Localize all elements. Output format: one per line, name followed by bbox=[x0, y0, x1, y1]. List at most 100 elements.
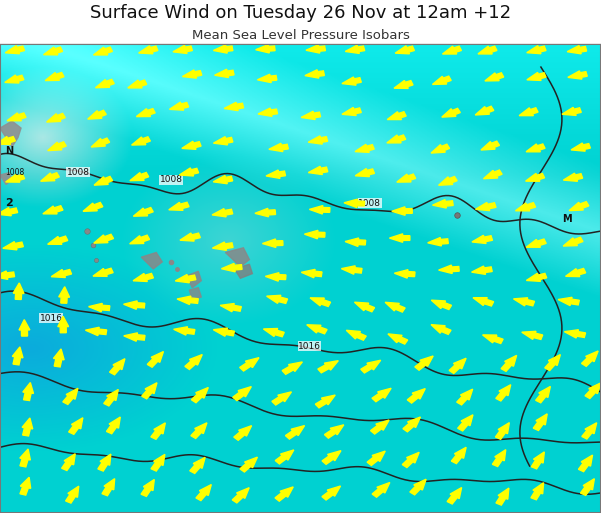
FancyArrow shape bbox=[431, 144, 450, 153]
FancyArrow shape bbox=[93, 268, 113, 277]
FancyArrow shape bbox=[124, 333, 145, 341]
FancyArrow shape bbox=[308, 136, 328, 144]
Text: 1008: 1008 bbox=[5, 168, 24, 177]
FancyArrow shape bbox=[182, 141, 201, 149]
FancyArrow shape bbox=[581, 479, 594, 496]
FancyArrow shape bbox=[213, 328, 234, 336]
FancyArrow shape bbox=[59, 287, 70, 303]
FancyArrow shape bbox=[255, 208, 276, 217]
FancyArrow shape bbox=[133, 273, 153, 282]
FancyArrow shape bbox=[522, 331, 543, 340]
FancyArrow shape bbox=[132, 137, 150, 145]
Text: 1008: 1008 bbox=[67, 168, 90, 176]
FancyArrow shape bbox=[263, 239, 283, 247]
FancyArrow shape bbox=[212, 209, 233, 217]
FancyArrow shape bbox=[66, 486, 79, 503]
FancyArrow shape bbox=[88, 110, 106, 119]
FancyArrow shape bbox=[305, 70, 325, 78]
FancyArrow shape bbox=[439, 176, 457, 185]
FancyArrow shape bbox=[582, 423, 597, 439]
FancyArrow shape bbox=[439, 265, 459, 273]
FancyArrow shape bbox=[263, 328, 284, 337]
Polygon shape bbox=[225, 248, 249, 267]
FancyArrow shape bbox=[407, 389, 426, 403]
FancyArrow shape bbox=[22, 418, 32, 436]
FancyArrow shape bbox=[457, 389, 472, 405]
FancyArrow shape bbox=[109, 359, 125, 375]
FancyArrow shape bbox=[85, 327, 107, 336]
FancyArrow shape bbox=[63, 388, 78, 404]
FancyArrow shape bbox=[367, 451, 385, 465]
FancyArrow shape bbox=[301, 269, 322, 278]
FancyArrow shape bbox=[179, 168, 198, 176]
FancyArrow shape bbox=[432, 300, 451, 309]
FancyArrow shape bbox=[447, 487, 462, 504]
FancyArrow shape bbox=[169, 102, 189, 110]
FancyArrow shape bbox=[13, 283, 24, 300]
FancyArrow shape bbox=[91, 138, 109, 147]
Text: 1008: 1008 bbox=[160, 175, 183, 184]
FancyArrow shape bbox=[3, 242, 23, 250]
FancyArrow shape bbox=[563, 237, 583, 246]
FancyArrow shape bbox=[526, 173, 545, 181]
FancyArrow shape bbox=[472, 235, 492, 244]
FancyArrow shape bbox=[495, 423, 510, 439]
FancyArrow shape bbox=[442, 46, 462, 54]
FancyArrow shape bbox=[475, 106, 494, 115]
Text: 1016: 1016 bbox=[298, 342, 321, 351]
FancyArrow shape bbox=[387, 135, 406, 143]
FancyArrow shape bbox=[233, 387, 251, 401]
FancyArrow shape bbox=[485, 73, 504, 81]
Text: Mean Sea Level Pressure Isobars: Mean Sea Level Pressure Isobars bbox=[192, 29, 409, 42]
FancyArrow shape bbox=[130, 235, 150, 244]
FancyArrow shape bbox=[83, 203, 103, 211]
FancyArrow shape bbox=[402, 452, 419, 467]
FancyArrow shape bbox=[325, 425, 344, 438]
FancyArrow shape bbox=[388, 334, 407, 344]
Text: 1008: 1008 bbox=[358, 199, 381, 208]
FancyArrow shape bbox=[102, 479, 115, 496]
FancyArrow shape bbox=[567, 46, 587, 54]
FancyArrow shape bbox=[355, 169, 374, 176]
FancyArrow shape bbox=[341, 266, 362, 274]
FancyArrow shape bbox=[310, 206, 330, 214]
FancyArrow shape bbox=[483, 335, 503, 344]
FancyArrow shape bbox=[531, 452, 545, 469]
FancyArrow shape bbox=[344, 199, 365, 208]
FancyArrow shape bbox=[519, 108, 538, 115]
FancyArrow shape bbox=[175, 274, 196, 283]
FancyArrow shape bbox=[96, 80, 114, 88]
FancyArrow shape bbox=[53, 349, 64, 367]
FancyArrow shape bbox=[513, 298, 534, 306]
Polygon shape bbox=[0, 173, 12, 185]
FancyArrow shape bbox=[240, 457, 257, 472]
FancyArrow shape bbox=[318, 361, 338, 373]
Text: N: N bbox=[5, 146, 13, 156]
FancyArrow shape bbox=[564, 330, 585, 338]
FancyArrow shape bbox=[147, 351, 163, 367]
FancyArrow shape bbox=[141, 480, 154, 497]
FancyArrow shape bbox=[342, 107, 361, 115]
FancyArrow shape bbox=[220, 304, 242, 312]
FancyArrow shape bbox=[266, 170, 285, 179]
FancyArrow shape bbox=[545, 354, 560, 370]
FancyArrow shape bbox=[308, 166, 328, 174]
FancyArrow shape bbox=[322, 486, 341, 500]
Polygon shape bbox=[189, 288, 201, 300]
FancyArrow shape bbox=[458, 415, 473, 431]
FancyArrow shape bbox=[410, 479, 426, 495]
FancyArrow shape bbox=[191, 387, 209, 403]
FancyArrow shape bbox=[483, 170, 502, 179]
FancyArrow shape bbox=[535, 386, 551, 403]
Polygon shape bbox=[141, 252, 162, 269]
FancyArrow shape bbox=[578, 455, 593, 471]
FancyArrow shape bbox=[527, 72, 546, 81]
FancyArrow shape bbox=[98, 454, 111, 471]
FancyArrow shape bbox=[285, 426, 305, 439]
FancyArrow shape bbox=[0, 271, 14, 280]
Polygon shape bbox=[0, 121, 21, 147]
FancyArrow shape bbox=[196, 485, 212, 501]
FancyArrow shape bbox=[301, 111, 320, 120]
FancyArrow shape bbox=[51, 269, 72, 278]
FancyArrow shape bbox=[472, 266, 492, 274]
